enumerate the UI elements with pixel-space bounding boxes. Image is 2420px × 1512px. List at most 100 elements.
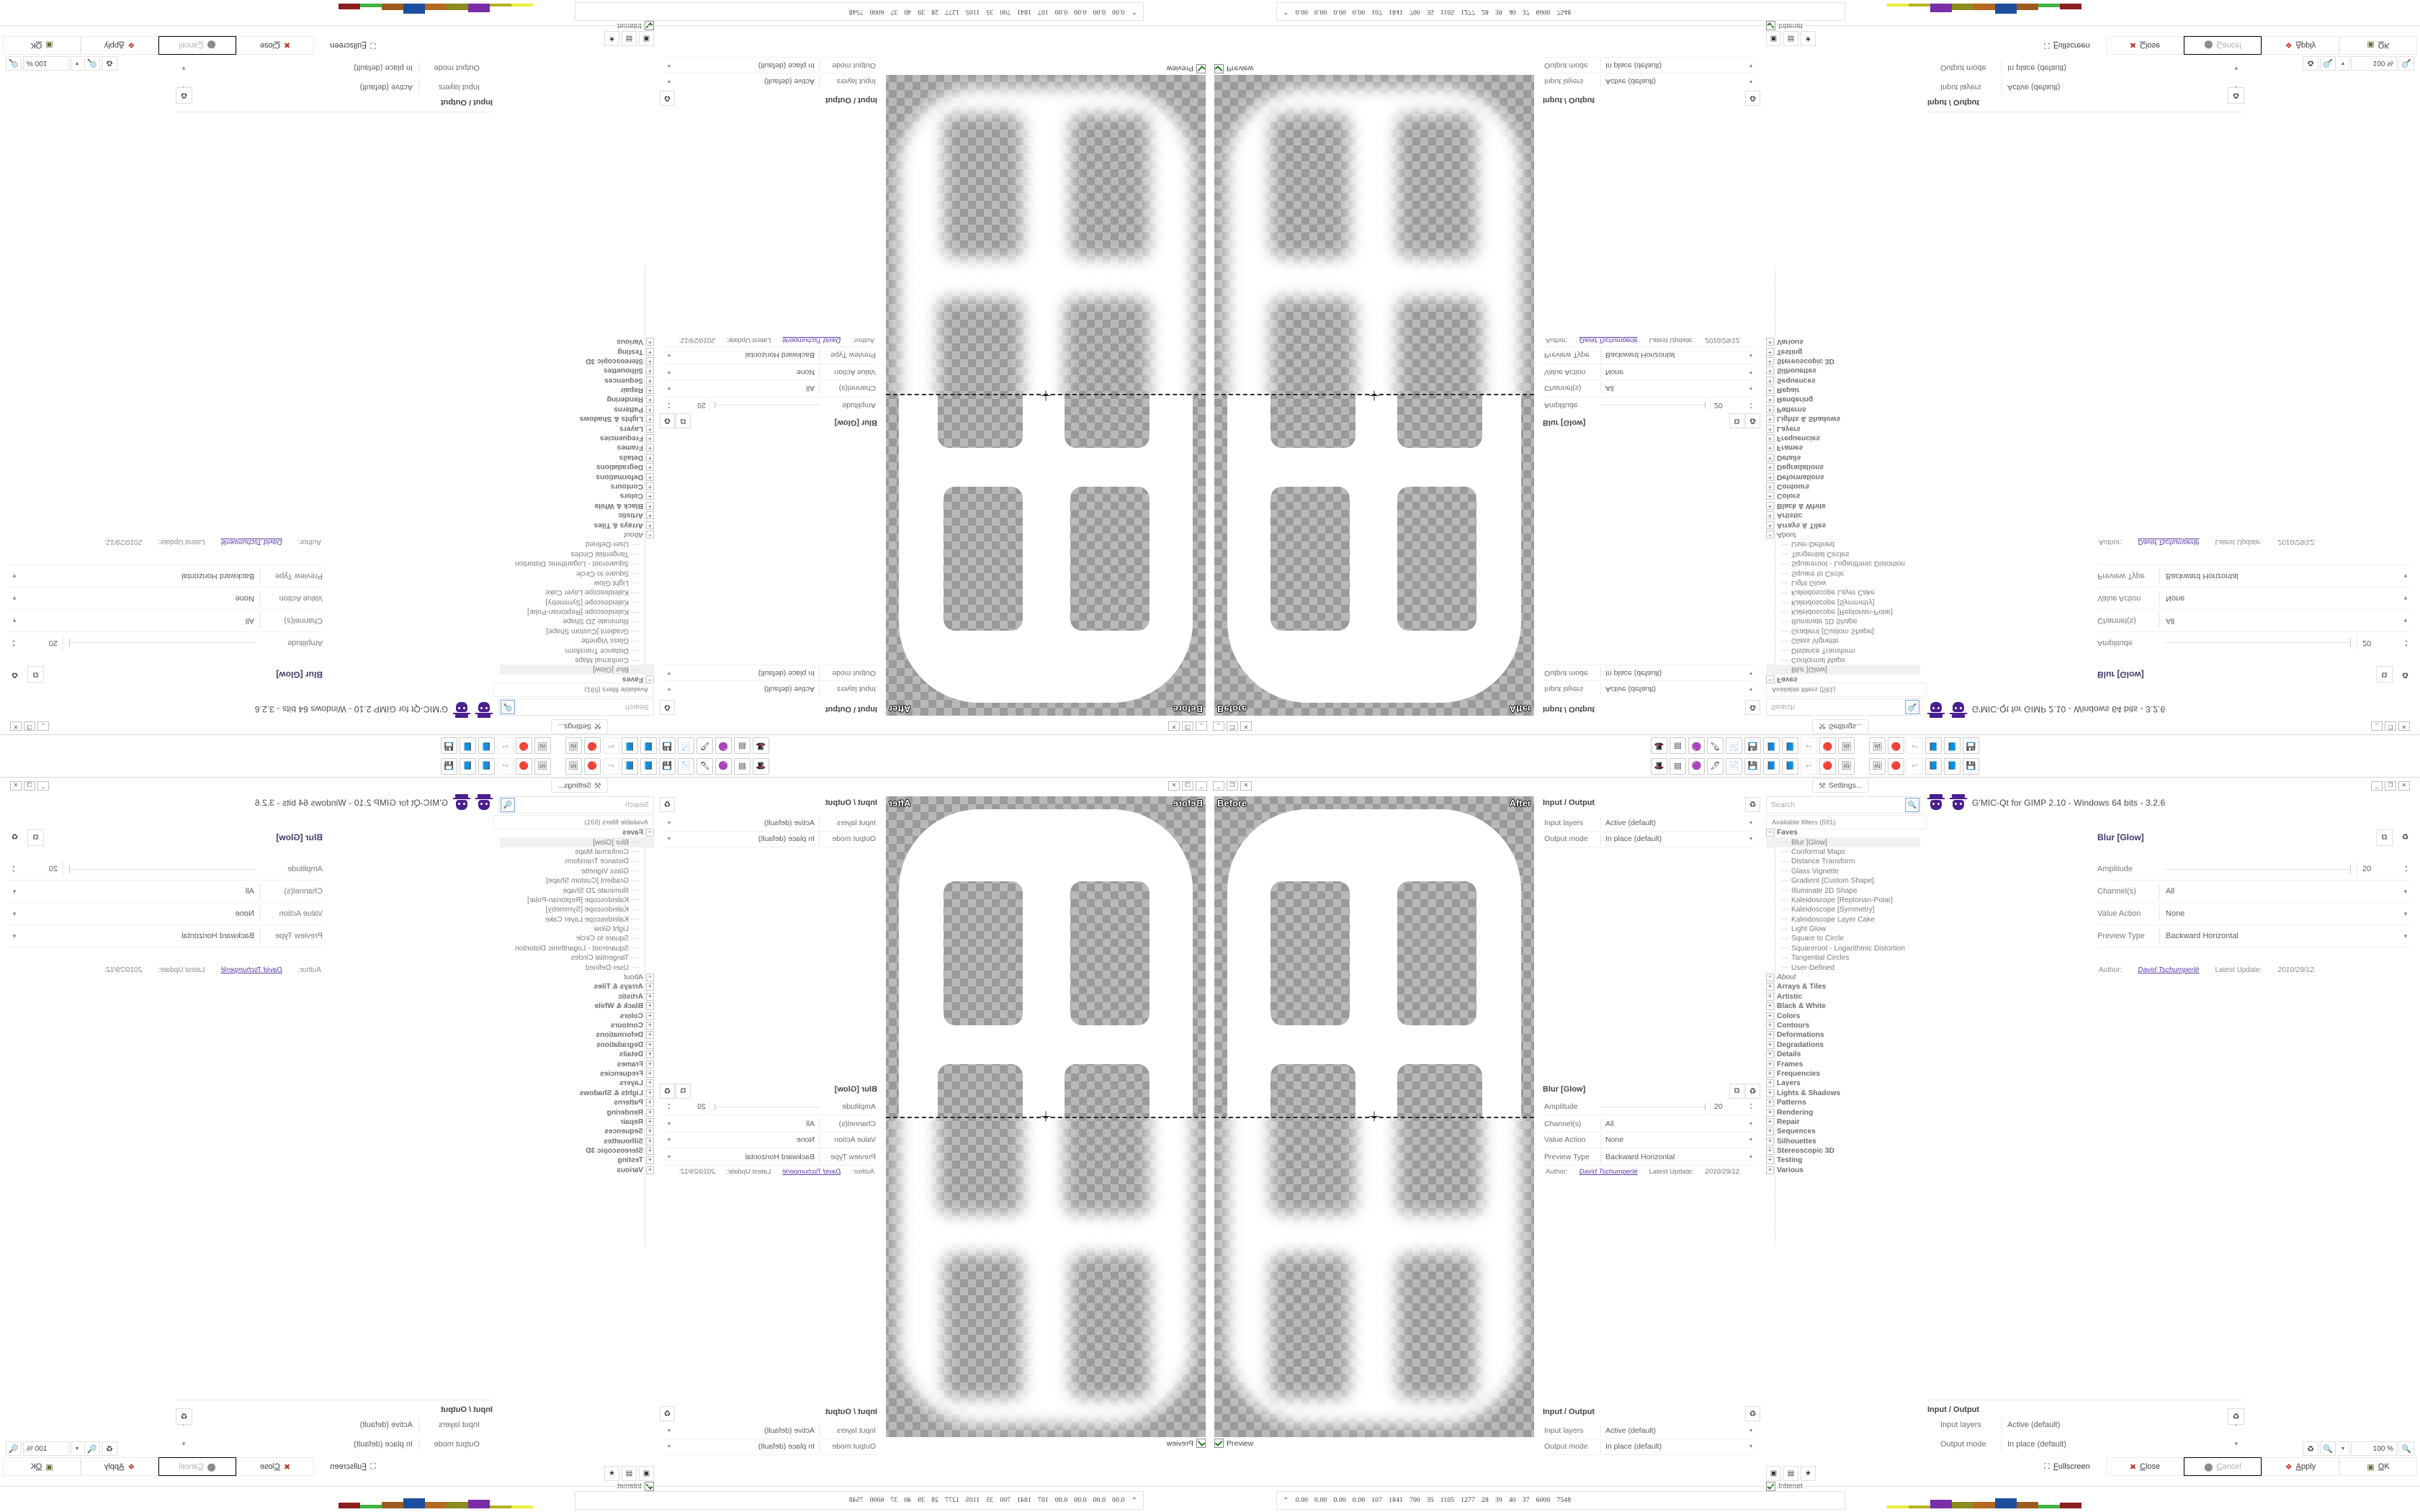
- tree-category-contours[interactable]: + Contours: [1766, 1021, 1920, 1030]
- save-icon[interactable]: 💾: [1744, 758, 1761, 775]
- expand-toggle-icon[interactable]: +: [1766, 501, 1774, 510]
- chevron-down-icon[interactable]: ▼: [1748, 820, 1754, 826]
- author-name[interactable]: David Tschumperlé: [782, 336, 841, 344]
- ok-button[interactable]: ▣ OK: [2339, 36, 2417, 55]
- tree-category-sequences[interactable]: + Sequences: [1766, 376, 1920, 385]
- preview-type-value[interactable]: Backward Horizontal: [1600, 1151, 1746, 1164]
- tree-category-colors[interactable]: + Colors: [1766, 491, 1920, 500]
- reset-parameters-icon[interactable]: ♻: [660, 1084, 675, 1099]
- tree-category-about[interactable]: + About: [500, 973, 654, 982]
- tree-category-frequencies[interactable]: + Frequencies: [1766, 433, 1920, 443]
- tree-category-colors[interactable]: + Colors: [1766, 1011, 1920, 1020]
- refresh-icon-2[interactable]: ♻: [660, 1406, 675, 1421]
- tree-category-faves[interactable]: − Faves: [500, 675, 654, 684]
- refresh-icon-3[interactable]: ♻: [176, 87, 192, 104]
- chevron-down-icon-10[interactable]: ▼: [2403, 932, 2408, 940]
- input-layers-row-2[interactable]: Input layers Active (default) ▼: [664, 1423, 876, 1439]
- refresh-icon-2[interactable]: ♻: [1745, 91, 1760, 106]
- filter-item-blur-glow[interactable]: Blur [Glow]: [1766, 665, 1920, 675]
- amplitude-value[interactable]: 20: [674, 399, 710, 412]
- chevron-down-icon-3[interactable]: ▼: [1748, 1121, 1754, 1127]
- copy-parameters-icon[interactable]: ⧉: [1729, 413, 1744, 428]
- channels-icon[interactable]: 📘: [622, 758, 638, 775]
- layers-icon[interactable]: 📘: [640, 737, 657, 754]
- value-action-row[interactable]: Value Action None ▼: [1544, 364, 1756, 380]
- amplitude-value-2[interactable]: 20: [2357, 861, 2400, 877]
- tree-category-colors[interactable]: + Colors: [500, 1011, 654, 1020]
- value-action-value-2[interactable]: None: [2159, 906, 2398, 922]
- save-icon-2[interactable]: 💾: [441, 758, 457, 775]
- expand-toggle-icon[interactable]: +: [646, 1156, 654, 1165]
- expand-toggle-icon[interactable]: +: [1766, 1128, 1774, 1136]
- save-icon[interactable]: 💾: [659, 758, 676, 775]
- input-layers-row[interactable]: Input layers Active (default) ▼: [1544, 680, 1756, 697]
- filter-item-conformal-maps[interactable]: Conformal Maps: [1766, 655, 1920, 665]
- apply-button[interactable]: ❖ Apply: [81, 1457, 158, 1476]
- minimize-button-2[interactable]: _: [2371, 721, 2383, 731]
- channels-value-2[interactable]: All: [22, 883, 261, 899]
- tree-category-testing[interactable]: + Testing: [1766, 1156, 1920, 1165]
- tree-category-frequencies[interactable]: + Frequencies: [500, 1069, 654, 1079]
- close-button[interactable]: ✕: [1168, 781, 1180, 791]
- chevron-down-icon-4[interactable]: ▼: [1748, 1137, 1754, 1143]
- expand-toggle-icon[interactable]: +: [1766, 386, 1774, 395]
- expand-toggle-icon[interactable]: +: [1766, 366, 1774, 375]
- value-action-value[interactable]: None: [674, 366, 820, 379]
- tree-category-contours[interactable]: + Contours: [1766, 482, 1920, 491]
- chevron-down-icon[interactable]: ▼: [666, 820, 672, 826]
- undo-history-icon-2[interactable]: ↩: [1906, 737, 1923, 754]
- input-layers-row[interactable]: Input layers Active (default) ▼: [1544, 815, 1756, 832]
- channels-row-2[interactable]: Channel(s) All ▼: [7, 881, 323, 903]
- expand-toggle-icon[interactable]: +: [646, 992, 654, 1001]
- tree-category-deformations[interactable]: + Deformations: [500, 472, 654, 481]
- filter-item-distance-transform[interactable]: Distance Transform: [500, 645, 654, 654]
- zoom-in-icon[interactable]: 🔍: [84, 56, 100, 71]
- chevron-down-icon-9[interactable]: ▼: [2403, 910, 2408, 917]
- chevron-down-icon-13[interactable]: ▼: [2337, 1441, 2349, 1456]
- channels-row-2[interactable]: Channel(s) All ▼: [2097, 881, 2413, 903]
- tree-category-various[interactable]: + Various: [500, 1166, 654, 1175]
- input-layers-row[interactable]: Input layers Active (default) ▼: [664, 680, 876, 697]
- preview-type-row[interactable]: Preview Type Backward Horizontal ▼: [1544, 1149, 1756, 1166]
- images-icon[interactable]: 🖼: [565, 758, 582, 775]
- author-name[interactable]: David Tschumperlé: [1579, 336, 1638, 344]
- tree-category-repair[interactable]: + Repair: [500, 1117, 654, 1127]
- tree-category-faves[interactable]: − Faves: [1766, 828, 1920, 837]
- expand-toggle-icon[interactable]: +: [1766, 1117, 1774, 1126]
- chevron-down-icon-8[interactable]: ▼: [2403, 617, 2408, 624]
- input-layers-row-2[interactable]: Input layers Active (default) ▼: [664, 73, 876, 89]
- chevron-down-icon-4[interactable]: ▼: [666, 1137, 672, 1143]
- minimize-button-2[interactable]: _: [37, 781, 49, 791]
- amplitude-row[interactable]: Amplitude 20 ▴ ▾: [664, 397, 876, 413]
- undo-history-icon[interactable]: ↩: [603, 758, 619, 775]
- io-input-layers-value[interactable]: Active (default): [192, 80, 419, 95]
- filter-item-blur-glow[interactable]: Blur [Glow]: [500, 837, 654, 847]
- chevron-down-icon-2[interactable]: ▼: [1748, 670, 1754, 676]
- tree-category-about[interactable]: + About: [1766, 530, 1920, 539]
- amplitude-value-2[interactable]: 20: [20, 635, 63, 651]
- chevron-down-icon-7[interactable]: ▼: [1748, 1444, 1754, 1449]
- expand-toggle-icon[interactable]: +: [646, 530, 654, 539]
- brushes-icon[interactable]: 🟣: [715, 758, 732, 775]
- collapse-toggle-icon[interactable]: −: [1766, 675, 1774, 683]
- amplitude-row-2[interactable]: Amplitude 20 ▴ ▾: [2097, 858, 2413, 881]
- tree-category-layers[interactable]: + Layers: [500, 423, 654, 433]
- chevron-up-icon[interactable]: ⌃: [1131, 7, 1137, 16]
- chevron-down-icon-5[interactable]: ▼: [666, 352, 672, 358]
- channels-value[interactable]: All: [1600, 382, 1746, 395]
- expand-toggle-icon[interactable]: +: [1766, 434, 1774, 443]
- zoom-out-icon[interactable]: 🔍: [2398, 56, 2414, 71]
- undo-history-icon-2[interactable]: ↩: [497, 737, 514, 754]
- chevron-down-icon-10[interactable]: ▼: [12, 932, 17, 940]
- close-button[interactable]: ✖ Close: [2106, 1457, 2184, 1476]
- ok-button[interactable]: ▣ OK: [3, 1457, 81, 1476]
- maximize-button-2[interactable]: ❐: [2385, 781, 2396, 791]
- expand-toggle-icon[interactable]: +: [1766, 444, 1774, 452]
- chevron-down-icon-8[interactable]: ▼: [12, 888, 17, 895]
- reset-parameters-icon-2[interactable]: ♻: [11, 833, 19, 842]
- tree-category-lights-shadows[interactable]: + Lights & Shadows: [1766, 414, 1920, 423]
- refresh-icon-2[interactable]: ♻: [660, 91, 675, 106]
- amplitude-value[interactable]: 20: [674, 1100, 710, 1113]
- expand-toggle-icon[interactable]: +: [1766, 1079, 1774, 1088]
- expand-toggle-icon[interactable]: +: [646, 1117, 654, 1126]
